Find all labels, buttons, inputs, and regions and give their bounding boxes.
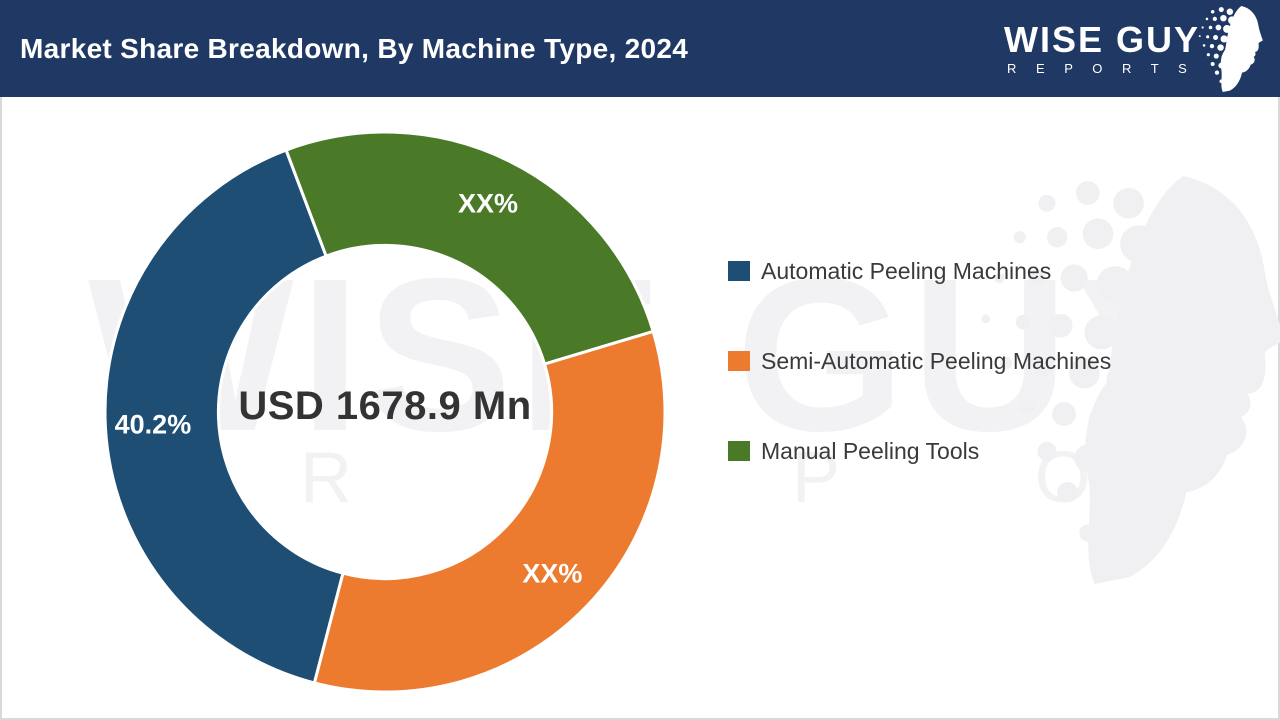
slice-percentage-label: 40.2% bbox=[115, 409, 192, 439]
wise-guy-logo: WISE GUY R E P O R T S bbox=[1004, 6, 1268, 92]
legend-item-semi-automatic: Semi-Automatic Peeling Machines bbox=[728, 348, 1111, 374]
legend-swatch-automatic bbox=[728, 261, 750, 281]
legend-swatch-manual bbox=[728, 441, 750, 461]
page-title: Market Share Breakdown, By Machine Type,… bbox=[20, 32, 689, 64]
donut-center-value: USD 1678.9 Mn bbox=[238, 384, 532, 428]
donut-slice-automatic-peeling-machines bbox=[103, 148, 345, 685]
legend-label: Manual Peeling Tools bbox=[761, 437, 980, 464]
slice-percentage-label: XX% bbox=[522, 558, 582, 588]
donut-slice-manual-peeling-tools bbox=[284, 130, 655, 366]
legend-label: Automatic Peeling Machines bbox=[761, 257, 1052, 284]
legend-item-automatic: Automatic Peeling Machines bbox=[728, 258, 1111, 284]
legend-item-manual: Manual Peeling Tools bbox=[728, 438, 1111, 464]
slice-percentage-label: XX% bbox=[458, 189, 518, 219]
donut-slice-semi-automatic-peeling-machines bbox=[312, 329, 667, 694]
logo-subtitle: R E P O R T S bbox=[1006, 61, 1195, 76]
legend-label: Semi-Automatic Peeling Machines bbox=[761, 347, 1112, 374]
header-bar: Market Share Breakdown, By Machine Type,… bbox=[0, 0, 1280, 97]
logo-text: WISE GUY R E P O R T S bbox=[1003, 19, 1200, 77]
legend: Automatic Peeling Machines Semi-Automati… bbox=[728, 258, 1111, 528]
donut-chart: 40.2% XX% XX% bbox=[85, 112, 685, 712]
wise-guy-head-icon bbox=[1186, 6, 1268, 92]
legend-swatch-semi-automatic bbox=[728, 351, 750, 371]
logo-wordmark: WISE GUY bbox=[1003, 19, 1200, 60]
